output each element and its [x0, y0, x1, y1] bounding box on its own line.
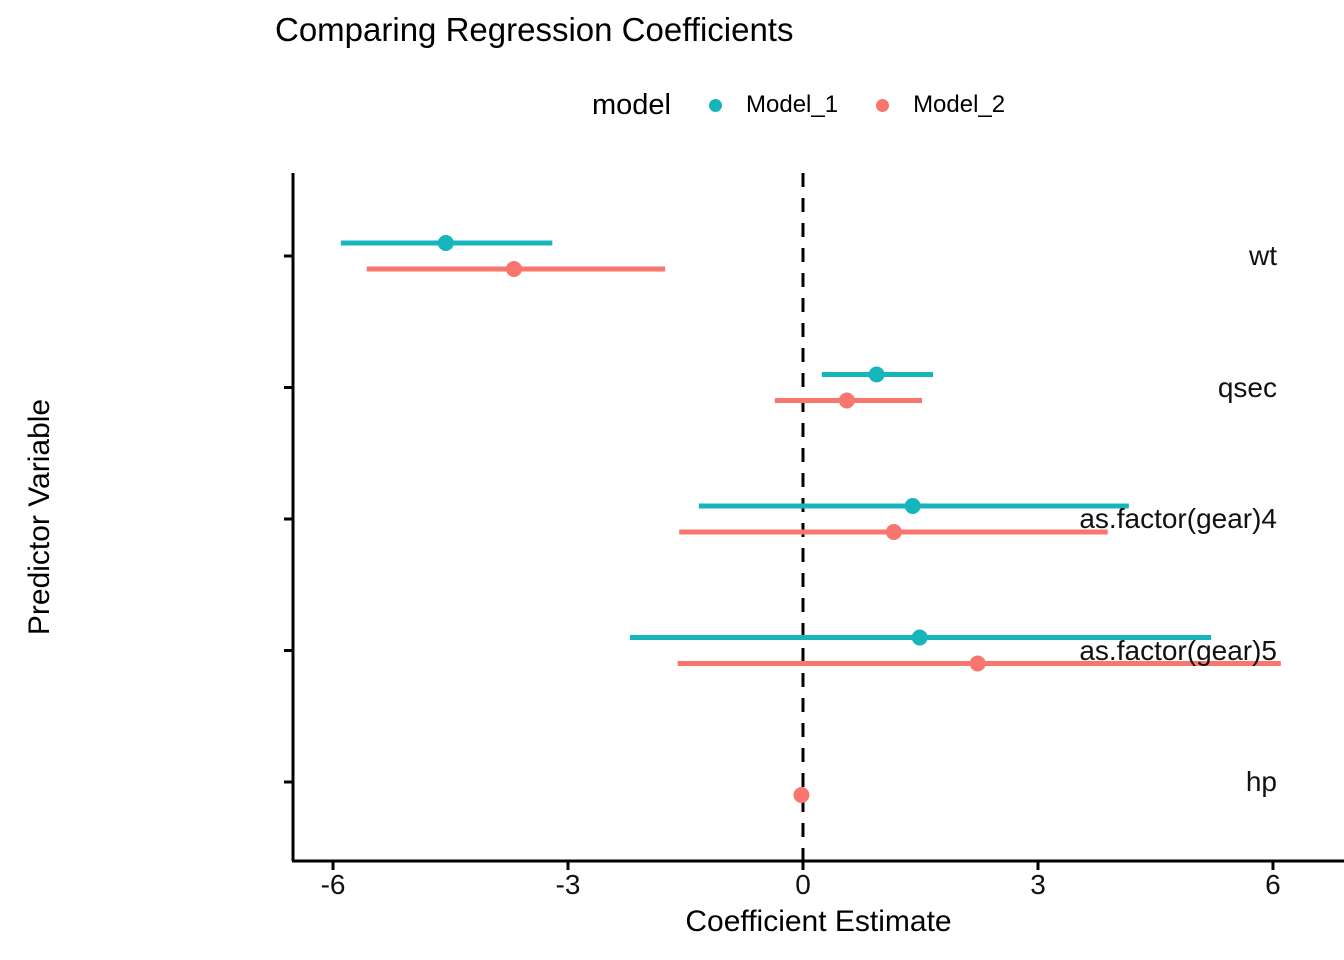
legend-label-model-2: Model_2: [913, 91, 1006, 118]
model-2-point-icon: [876, 98, 890, 112]
estimate-point-Model_2-as.factor(gear)5: [969, 655, 986, 672]
estimate-point-Model_1-wt: [437, 235, 454, 251]
x-tick-label: -6: [320, 869, 346, 900]
legend-title: model: [592, 88, 671, 121]
x-tick-label: 0: [795, 869, 811, 900]
estimate-point-Model_1-as.factor(gear)4: [904, 498, 921, 514]
y-tick-label: qsec: [1217, 371, 1277, 403]
x-tick-label: -3: [555, 869, 581, 900]
estimate-point-Model_2-wt: [505, 261, 522, 277]
estimate-point-Model_2-as.factor(gear)4: [885, 524, 902, 540]
estimate-point-Model_1-as.factor(gear)5: [911, 629, 928, 646]
x-tick-label: 3: [1030, 869, 1046, 900]
estimate-point-Model_1-qsec: [868, 366, 885, 383]
legend: model Model_1 Model_2: [592, 86, 1005, 124]
model-1-point-icon: [709, 98, 722, 112]
legend-label-model-1: Model_1: [746, 91, 839, 118]
estimate-point-Model_2-qsec: [838, 392, 855, 409]
legend-item-model-2: Model_2: [876, 91, 1005, 119]
legend-item-model-1: Model_1: [709, 91, 838, 119]
x-tick-label: 6: [1265, 869, 1281, 900]
y-tick-label: as.factor(gear)4: [1079, 503, 1277, 534]
y-tick-label: wt: [1249, 240, 1277, 271]
chart-title: Comparing Regression Coefficients: [275, 11, 794, 48]
y-tick-label: as.factor(gear)5: [1079, 634, 1277, 666]
estimate-point-Model_2-hp: [793, 787, 810, 803]
y-tick-label: hp: [1245, 766, 1277, 797]
x-axis-title: Coefficient Estimate: [685, 905, 952, 938]
y-axis-title: Predictor Variable: [23, 398, 56, 636]
